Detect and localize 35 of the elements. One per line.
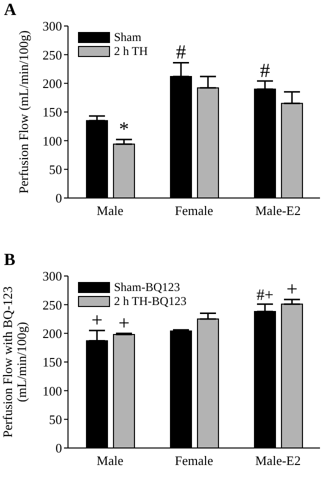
annotation: * — [118, 118, 129, 141]
y-tick-label: 50 — [49, 162, 62, 177]
y-tick-label: 150 — [42, 354, 62, 370]
y-axis-title: Perfusion Flow (mL/min/100g) — [16, 30, 31, 194]
chart-title: B — [4, 250, 16, 270]
y-axis-title: Perfusion Flow with BQ-123 (mL/min/100g) — [0, 286, 29, 438]
x-tick-label: Female — [174, 453, 214, 468]
y-tick-label: 150 — [42, 104, 62, 120]
legend-label: 2 h TH-BQ123 — [114, 294, 186, 308]
y-tick-label: 100 — [42, 383, 62, 398]
y-tick-label: 250 — [42, 47, 62, 62]
y-tick-label: 100 — [42, 133, 62, 148]
annotation: + — [118, 312, 130, 334]
annotation: + — [91, 309, 103, 332]
y-tick-label: 250 — [42, 297, 62, 312]
y-tick-label: 300 — [42, 268, 62, 284]
y-tick-label: 0 — [56, 440, 62, 456]
x-tick-label: Male — [96, 453, 124, 468]
x-tick-label: Male — [96, 203, 124, 218]
legend-label: Sham — [114, 30, 142, 44]
y-tick-label: 200 — [42, 76, 62, 91]
x-tick-label: Male-E2 — [255, 453, 301, 468]
y-tick-label: 300 — [42, 18, 62, 34]
legend-label: 2 h TH — [114, 44, 148, 58]
chart-title: A — [4, 0, 16, 20]
annotation: # — [176, 42, 186, 64]
y-tick-label: 0 — [56, 190, 62, 206]
y-tick-label: 50 — [49, 412, 62, 427]
y-tick-label: 200 — [42, 326, 62, 341]
x-tick-label: Female — [174, 203, 214, 218]
legend-label: Sham-BQ123 — [114, 280, 180, 294]
annotation: + — [286, 278, 298, 301]
annotation: # — [260, 60, 270, 82]
annotation: #+ — [256, 287, 274, 304]
x-tick-label: Male-E2 — [255, 203, 301, 218]
